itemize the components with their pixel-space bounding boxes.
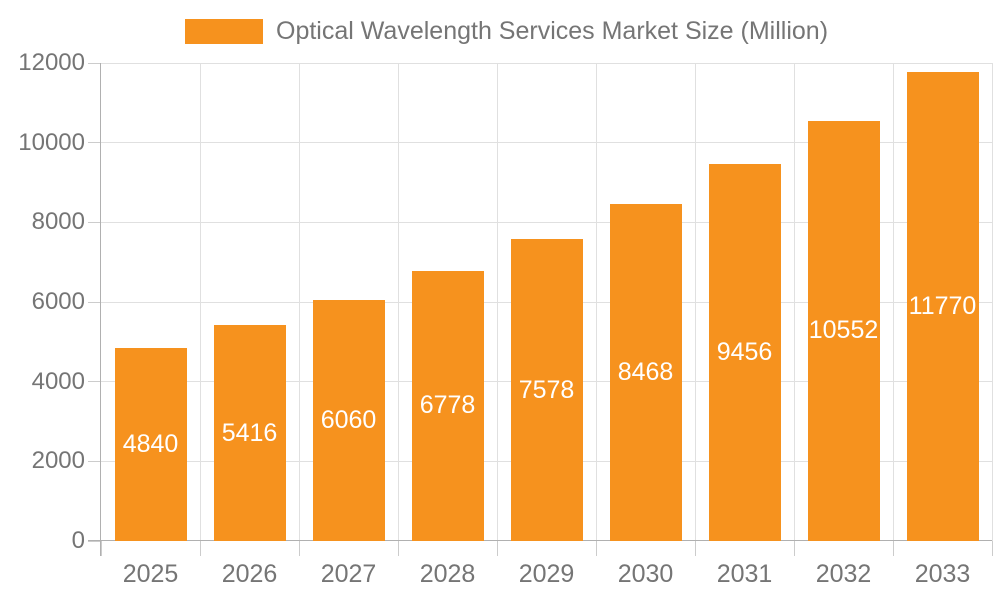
bar-value-label: 7578 (518, 375, 575, 404)
x-axis-tick (298, 541, 300, 556)
x-axis-tick (496, 541, 498, 556)
x-axis-tick-label: 2025 (122, 560, 179, 588)
bar-2028[interactable]: 6778 (411, 271, 484, 541)
y-gridline (101, 62, 992, 64)
bar-2032[interactable]: 10552 (807, 120, 880, 541)
y-axis-tick (88, 301, 101, 303)
y-gridline (101, 221, 992, 223)
bar-2033[interactable]: 11770 (906, 72, 979, 541)
x-axis-tick-label: 2032 (815, 560, 872, 588)
y-axis-tick (88, 142, 101, 144)
y-axis-tick-label: 8000 (31, 208, 85, 236)
x-gridline (892, 63, 894, 541)
legend[interactable]: Optical Wavelength Services Market Size … (185, 17, 828, 46)
x-gridline (298, 63, 300, 541)
y-axis-tick-label: 4000 (31, 367, 85, 395)
x-gridline (496, 63, 498, 541)
x-axis-tick (694, 541, 696, 556)
y-axis-tick (88, 221, 101, 223)
x-gridline (595, 63, 597, 541)
x-axis-tick (793, 541, 795, 556)
bar-2025[interactable]: 4840 (114, 348, 187, 541)
bar-value-label: 11770 (908, 292, 977, 321)
y-axis-tick-label: 10000 (18, 128, 85, 156)
bar-value-label: 9456 (716, 338, 773, 367)
y-gridline (101, 142, 992, 144)
x-gridline (694, 63, 696, 541)
x-axis-tick-label: 2027 (320, 560, 377, 588)
x-axis-tick (991, 541, 993, 556)
y-axis-tick (88, 62, 101, 64)
bar-2026[interactable]: 5416 (213, 325, 286, 541)
x-axis-tick (892, 541, 894, 556)
x-gridline (397, 63, 399, 541)
x-axis-tick-label: 2026 (221, 560, 278, 588)
legend-label: Optical Wavelength Services Market Size … (276, 17, 829, 45)
y-axis-tick-label: 2000 (31, 447, 85, 475)
x-axis-tick (595, 541, 597, 556)
x-axis-tick-label: 2028 (419, 560, 476, 588)
x-axis-tick (397, 541, 399, 556)
x-gridline (199, 63, 201, 541)
x-axis-tick-label: 2031 (716, 560, 773, 588)
bar-value-label: 6778 (419, 391, 476, 420)
x-axis-tick (100, 541, 102, 556)
x-axis-tick (199, 541, 201, 556)
x-axis-tick-label: 2029 (518, 560, 575, 588)
x-gridline (991, 63, 993, 541)
y-axis-tick (88, 381, 101, 383)
y-axis-tick (88, 460, 101, 462)
bar-value-label: 6060 (320, 405, 377, 434)
y-axis-tick-label: 12000 (18, 49, 85, 76)
legend-swatch (185, 19, 263, 44)
bar-value-label: 8468 (617, 357, 674, 386)
x-axis-tick-label: 2030 (617, 560, 674, 588)
y-axis-tick-label: 6000 (31, 288, 85, 315)
y-axis-tick (88, 540, 101, 542)
y-axis-line (100, 63, 101, 556)
bar-2030[interactable]: 8468 (609, 203, 682, 541)
bar-2027[interactable]: 6060 (312, 299, 385, 541)
x-gridline (793, 63, 795, 541)
bar-value-label: 5416 (221, 418, 278, 447)
bar-value-label: 10552 (808, 316, 879, 345)
bar-value-label: 4840 (122, 430, 179, 459)
y-axis-tick-label: 0 (71, 527, 85, 554)
bar-2031[interactable]: 9456 (708, 164, 781, 541)
x-axis-tick-label: 2033 (914, 560, 971, 588)
bar-2029[interactable]: 7578 (510, 239, 583, 541)
